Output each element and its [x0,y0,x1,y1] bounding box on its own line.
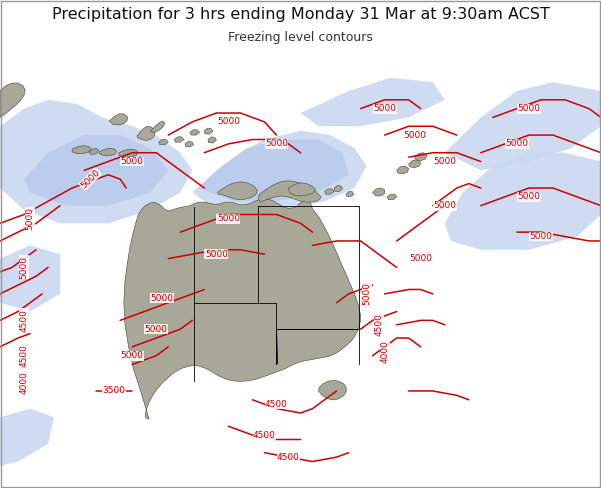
Text: 5000: 5000 [505,140,528,148]
Text: 5000: 5000 [151,294,174,303]
Text: Precipitation for 3 hrs ending Monday 31 Mar at 9:30am ACST: Precipitation for 3 hrs ending Monday 31… [52,6,549,21]
Text: 5000: 5000 [121,157,144,166]
Text: 5000: 5000 [217,117,240,126]
Text: 4000: 4000 [380,340,389,363]
Text: 5000: 5000 [517,104,540,113]
Text: 5000: 5000 [217,214,240,224]
Text: 5000: 5000 [205,250,228,259]
Text: 4500: 4500 [20,309,28,332]
Text: 5000: 5000 [26,207,34,230]
Text: 4000: 4000 [20,371,28,393]
Text: 5000: 5000 [20,256,28,279]
Text: 5000: 5000 [403,131,426,140]
Text: 5000: 5000 [529,232,552,241]
Text: 5000: 5000 [121,351,144,360]
Text: 5000: 5000 [265,140,288,148]
Text: 4500: 4500 [20,344,28,367]
Text: 3500: 3500 [103,386,126,395]
Text: 4500: 4500 [253,430,276,440]
Text: 5000: 5000 [409,254,432,263]
Text: 5000: 5000 [517,192,540,202]
Text: Freezing level contours: Freezing level contours [228,31,373,44]
Text: 5000: 5000 [362,283,371,305]
Text: 5000: 5000 [433,201,456,210]
Text: 5000: 5000 [145,325,168,334]
Text: 4500: 4500 [277,452,300,462]
Text: 5000: 5000 [433,157,456,166]
Text: 5000: 5000 [79,168,102,190]
Text: 4500: 4500 [265,400,288,408]
Text: 4500: 4500 [374,313,383,336]
Text: 5000: 5000 [373,104,396,113]
